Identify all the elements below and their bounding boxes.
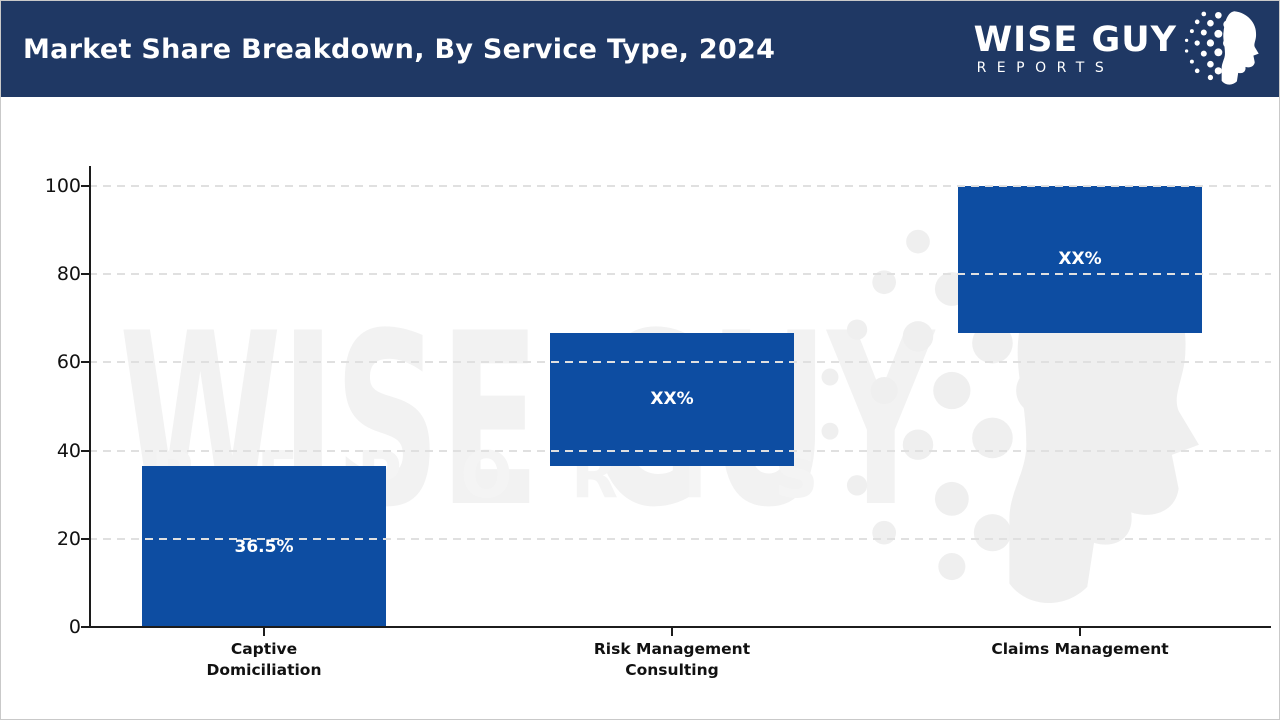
category-label-3: Claims Management (991, 639, 1168, 660)
category-label-line: Domiciliation (206, 661, 322, 679)
waterfall-chart: 0 20 40 60 80 100 36.5% Captive Domiciliation XX%… (1, 97, 1279, 719)
y-tick-label-60: 60 (56, 351, 81, 374)
y-tick-40 (81, 449, 89, 452)
bar-value-label-3: XX% (1058, 249, 1102, 270)
bar-value-label-2: XX% (650, 389, 694, 410)
bar-segment-1 (142, 466, 386, 627)
y-tick-0 (81, 626, 89, 628)
brand-subname: REPORTS (976, 60, 1115, 76)
x-tick-1 (263, 628, 265, 636)
bar-segment-2 (550, 332, 794, 467)
page-title: Market Share Breakdown, By Service Type,… (23, 33, 776, 65)
category-label-2: Risk Management Consulting (594, 639, 750, 681)
category-label-1: Captive Domiciliation (207, 639, 322, 681)
gridline-80 (89, 273, 1271, 276)
bar-value-label-1: 36.5% (234, 536, 294, 557)
gridline-20 (89, 537, 1271, 540)
x-axis-spine (89, 626, 1271, 628)
y-tick-80 (81, 273, 89, 276)
y-tick-100 (81, 185, 89, 187)
gridline-40 (89, 449, 1271, 452)
header-bar: Market Share Breakdown, By Service Type,… (1, 1, 1279, 97)
brand-face-dots-icon (1184, 11, 1259, 85)
x-tick-3 (1079, 628, 1081, 636)
y-tick-60 (81, 361, 89, 364)
gridline-60 (89, 361, 1271, 364)
y-tick-label-20: 20 (56, 527, 81, 550)
brand-wordmark: WISE GUY REPORTS (973, 20, 1177, 76)
y-tick-label-40: 40 (56, 439, 81, 462)
y-tick-label-100: 100 (44, 175, 81, 197)
y-tick-20 (81, 537, 89, 540)
brand-name: WISE GUY (973, 20, 1177, 60)
gridline-100 (89, 185, 1271, 187)
brand-logo: WISE GUY REPORTS (974, 6, 1263, 92)
y-tick-label-0: 0 (68, 616, 81, 638)
y-tick-label-80: 80 (56, 263, 81, 286)
category-label-line: Claims Management (991, 640, 1169, 658)
category-label-line: Risk Management (593, 640, 751, 658)
category-label-line: Captive (230, 640, 298, 658)
category-label-line: Consulting (625, 661, 719, 679)
x-tick-2 (671, 628, 673, 636)
y-axis-spine (89, 166, 91, 628)
